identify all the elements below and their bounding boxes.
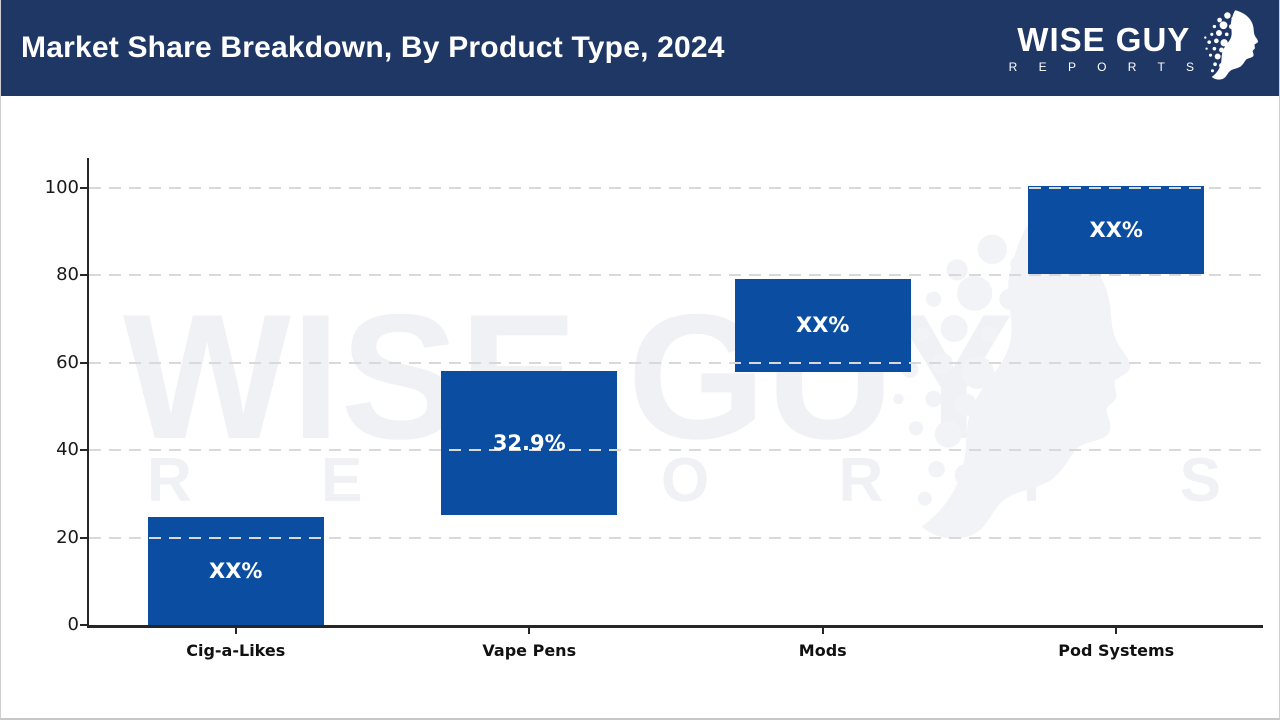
y-axis-tick	[80, 624, 89, 626]
y-axis-line	[87, 158, 89, 628]
bar-value-label: XX%	[1089, 218, 1143, 243]
y-axis-tick	[80, 449, 89, 451]
bar-segment	[147, 516, 324, 625]
brand-wordmark: WISE GUY R E P O R T S	[1005, 23, 1203, 74]
x-axis-tick	[528, 625, 531, 634]
x-axis-category-label: Vape Pens	[482, 641, 577, 660]
y-axis-label: 40	[56, 439, 79, 460]
y-axis-tick	[80, 186, 89, 189]
y-axis-label: 100	[44, 176, 79, 198]
bar-value-label: 32.9%	[492, 431, 566, 456]
y-axis-tick	[80, 274, 89, 276]
y-axis-label: 80	[56, 264, 79, 285]
brand-name: WISE GUY	[1017, 20, 1191, 58]
chart-title: Market Share Breakdown, By Product Type,…	[21, 31, 725, 64]
bar-value-label: XX%	[209, 558, 263, 583]
x-axis-category-label: Cig-a-Likes	[186, 641, 286, 660]
x-axis-tick	[1115, 625, 1118, 634]
gridline	[89, 536, 1263, 539]
gridline	[89, 186, 1263, 189]
y-axis-tick	[80, 361, 89, 364]
y-axis-label: 60	[56, 351, 79, 373]
bar-value-label: XX%	[796, 313, 850, 338]
brand-subtitle: R E P O R T S	[1008, 59, 1203, 74]
bar-segment	[734, 278, 911, 372]
gridline	[89, 274, 1263, 276]
x-axis-category-label: Pod Systems	[1058, 641, 1175, 660]
y-axis-tick	[80, 536, 89, 539]
bar-segment	[441, 371, 618, 516]
x-axis-tick	[821, 625, 824, 634]
y-axis-label: 0	[67, 614, 79, 635]
header-bar: Market Share Breakdown, By Product Type,…	[1, 0, 1279, 96]
brand-logo: WISE GUY R E P O R T S	[1005, 9, 1263, 87]
x-axis-tick	[234, 625, 237, 634]
y-axis-label: 20	[56, 526, 79, 548]
x-axis-line	[87, 625, 1263, 628]
x-axis-category-label: Mods	[798, 641, 847, 660]
gridline	[89, 361, 1263, 364]
bar-segment	[1028, 186, 1205, 275]
gridline	[89, 449, 1263, 451]
